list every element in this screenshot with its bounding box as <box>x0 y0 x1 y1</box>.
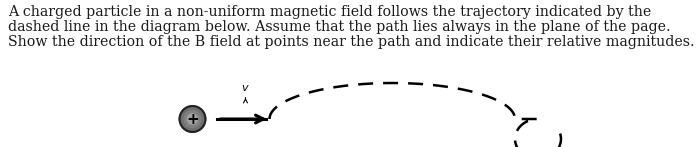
Circle shape <box>179 106 206 132</box>
Text: $v$: $v$ <box>241 83 250 93</box>
Circle shape <box>184 111 201 127</box>
Text: A charged particle in a non-uniform magnetic field follows the trajectory indica: A charged particle in a non-uniform magn… <box>8 5 651 19</box>
Circle shape <box>181 108 204 130</box>
Text: Show the direction of the B field at points near the path and indicate their rel: Show the direction of the B field at poi… <box>8 35 694 49</box>
Circle shape <box>188 114 197 124</box>
Text: +: + <box>186 112 199 127</box>
Text: dashed line in the diagram below. Assume that the path lies always in the plane : dashed line in the diagram below. Assume… <box>8 20 671 34</box>
